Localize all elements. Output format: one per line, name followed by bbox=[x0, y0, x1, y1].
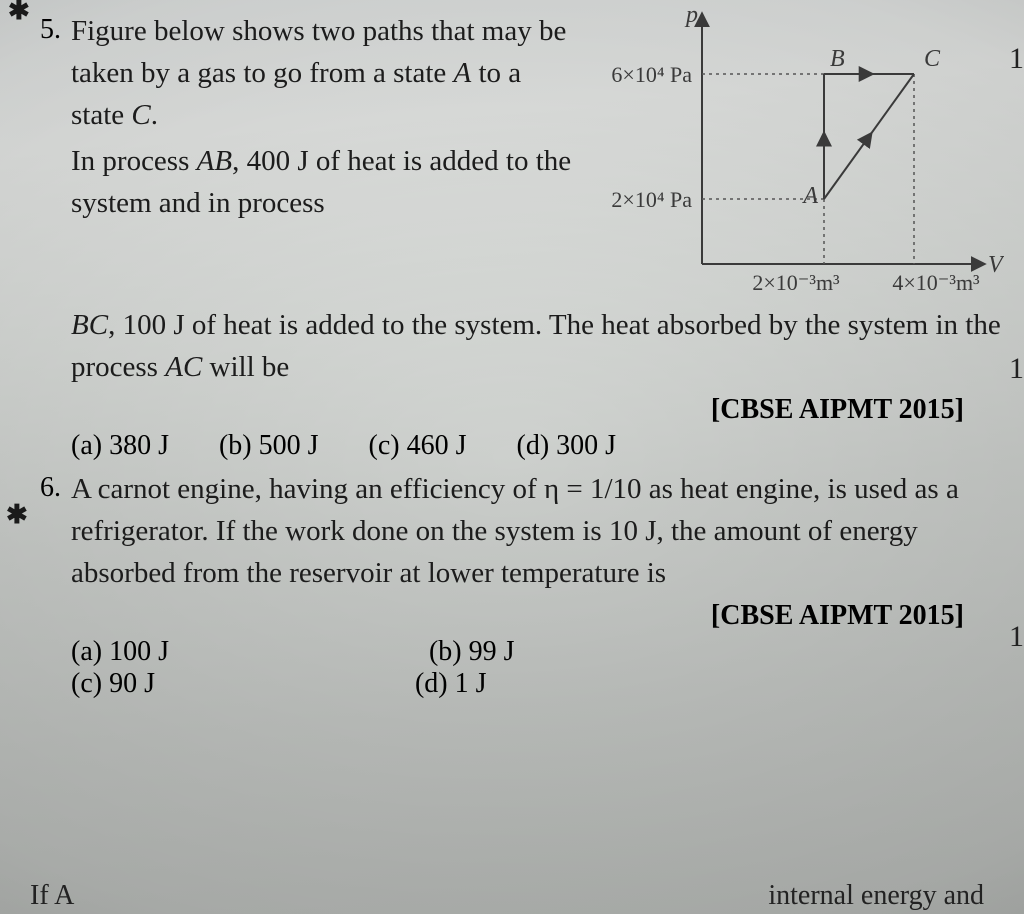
pv-diagram: p V 6×10⁴ Pa 2×10⁴ Pa 2×10⁻³m³ 4×10⁻³m³ A B C bbox=[584, 4, 1004, 304]
svg-text:6×10⁴ Pa: 6×10⁴ Pa bbox=[611, 62, 692, 87]
q6-option-b[interactable]: (b) 99 J bbox=[429, 636, 515, 668]
svg-text:B: B bbox=[830, 46, 845, 72]
q5-option-a[interactable]: (a) 380 J bbox=[71, 430, 169, 462]
q5-option-c[interactable]: (c) 460 J bbox=[369, 430, 467, 462]
svg-text:4×10⁻³m³: 4×10⁻³m³ bbox=[892, 270, 980, 295]
q5-text-upper: Figure below shows two paths that may be… bbox=[71, 10, 574, 136]
q5-option-d[interactable]: (d) 300 J bbox=[517, 430, 617, 462]
q5-text-lower: BC, 100 J of heat is added to the system… bbox=[71, 304, 1004, 388]
margin-number-1: 1 bbox=[1009, 42, 1024, 76]
star-marker-q5: ✱ bbox=[8, 0, 30, 26]
star-marker-q6: ✱ bbox=[6, 500, 28, 530]
q6-option-c[interactable]: (c) 90 J bbox=[71, 668, 155, 700]
question-5: 5. Figure below shows two paths that may… bbox=[35, 10, 1004, 304]
svg-text:V: V bbox=[988, 252, 1004, 278]
margin-number-2: 1 bbox=[1009, 352, 1024, 386]
margin-number-3: 1 bbox=[1009, 620, 1024, 654]
q6-text: A carnot engine, having an efficiency of… bbox=[71, 468, 991, 594]
q6-number: 6. bbox=[35, 468, 61, 594]
svg-text:2×10⁴ Pa: 2×10⁴ Pa bbox=[611, 187, 692, 212]
cutoff-text: If A internal energy and bbox=[0, 880, 1024, 914]
cutoff-left: If A bbox=[30, 880, 74, 912]
q5-option-b[interactable]: (b) 500 J bbox=[219, 430, 319, 462]
q5-options: (a) 380 J (b) 500 J (c) 460 J (d) 300 J bbox=[71, 430, 1004, 462]
cutoff-right: internal energy and bbox=[768, 880, 984, 912]
question-6: 6. A carnot engine, having an efficiency… bbox=[35, 468, 1004, 594]
q5-text-mid: In process AB, 400 J of heat is added to… bbox=[71, 140, 574, 224]
q6-source-tag: [CBSE AIPMT 2015] bbox=[35, 600, 964, 632]
svg-text:A: A bbox=[801, 183, 818, 209]
svg-text:2×10⁻³m³: 2×10⁻³m³ bbox=[752, 270, 840, 295]
q5-source-tag: [CBSE AIPMT 2015] bbox=[35, 394, 964, 426]
svg-text:C: C bbox=[924, 46, 941, 72]
q6-option-a[interactable]: (a) 100 J bbox=[71, 636, 169, 668]
q6-option-d[interactable]: (d) 1 J bbox=[415, 668, 487, 700]
svg-text:p: p bbox=[684, 4, 698, 28]
pv-diagram-svg: p V 6×10⁴ Pa 2×10⁴ Pa 2×10⁻³m³ 4×10⁻³m³ A B C bbox=[584, 4, 1004, 304]
q6-options: (a) 100 J (b) 99 J (c) 90 J (d) 1 J bbox=[71, 636, 831, 700]
q5-number: 5. bbox=[35, 10, 61, 49]
